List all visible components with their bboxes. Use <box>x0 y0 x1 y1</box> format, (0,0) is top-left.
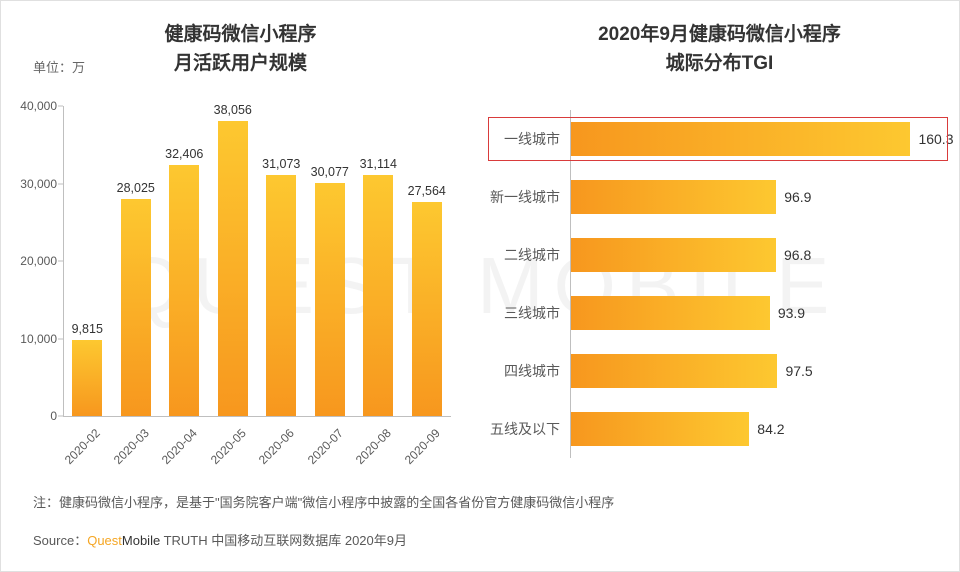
bar-value-label: 38,056 <box>203 103 263 117</box>
x-tick-label: 2020-04 <box>159 426 200 467</box>
hbar-row: 二线城市 96.8 <box>480 226 959 284</box>
source-suffix: TRUTH 中国移动互联网数据库 2020年9月 <box>160 533 407 548</box>
hbar-value-label: 96.9 <box>784 189 811 205</box>
plot-area: 9,81528,02532,40638,05631,07330,07731,11… <box>63 106 451 416</box>
footnote: 注：健康码微信小程序，是基于"国务院客户端"微信小程序中披露的全国各省份官方健康… <box>33 492 614 511</box>
hbar-row: 五线及以下 84.2 <box>480 400 959 458</box>
hbar-track: 93.9 <box>570 287 959 339</box>
x-tick-label: 2020-06 <box>256 426 297 467</box>
bar <box>72 340 102 416</box>
titles-row: 健康码微信小程序 月活跃用户规模 2020年9月健康码微信小程序 城际分布TGI <box>1 1 959 78</box>
x-tick-label: 2020-07 <box>305 426 346 467</box>
hbar-row: 三线城市 93.9 <box>480 284 959 342</box>
hbar-category-label: 二线城市 <box>480 245 570 265</box>
source-brand-1: Quest <box>87 533 122 548</box>
y-tick-label: 0 <box>1 409 57 423</box>
note-prefix: 注： <box>33 495 59 510</box>
bar <box>363 175 393 416</box>
bar-value-label: 9,815 <box>57 322 117 336</box>
bar <box>169 165 199 416</box>
bar-value-label: 27,564 <box>397 184 457 198</box>
unit-label: 单位：万 <box>33 57 85 76</box>
y-tick-label: 10,000 <box>1 332 57 346</box>
hbar-track: 96.9 <box>570 171 959 223</box>
bar <box>412 202 442 416</box>
source-prefix: Source： <box>33 533 87 548</box>
y-tick-label: 40,000 <box>1 99 57 113</box>
source-line: Source：QuestMobile TRUTH 中国移动互联网数据库 2020… <box>33 530 407 549</box>
hbar <box>571 122 910 156</box>
right-title-2: 城际分布TGI <box>480 50 959 79</box>
hbar-category-label: 四线城市 <box>480 361 570 381</box>
bar <box>266 175 296 416</box>
source-brand-2: Mobile <box>122 533 160 548</box>
x-axis <box>63 416 451 417</box>
x-tick-label: 2020-03 <box>111 426 152 467</box>
hbar-track: 97.5 <box>570 345 959 397</box>
hbar-category-label: 五线及以下 <box>480 419 570 439</box>
x-tick-label: 2020-05 <box>208 426 249 467</box>
hbar-row: 新一线城市 96.9 <box>480 168 959 226</box>
x-tick-label: 2020-09 <box>402 426 443 467</box>
hbar-track: 84.2 <box>570 403 959 455</box>
y-tick-label: 20,000 <box>1 254 57 268</box>
hbar-value-label: 84.2 <box>757 421 784 437</box>
y-tick-label: 30,000 <box>1 177 57 191</box>
x-tick-label: 2020-08 <box>353 426 394 467</box>
hbar <box>571 180 776 214</box>
bar-value-label: 31,114 <box>348 157 408 171</box>
content-area: 健康码微信小程序 月活跃用户规模 2020年9月健康码微信小程序 城际分布TGI… <box>1 1 959 476</box>
hbar-value-label: 96.8 <box>784 247 811 263</box>
hbar <box>571 238 776 272</box>
hbar-row: 四线城市 97.5 <box>480 342 959 400</box>
hbar-value-label: 160.3 <box>918 131 953 147</box>
hbar <box>571 354 777 388</box>
hbar-category-label: 新一线城市 <box>480 187 570 207</box>
bar <box>315 183 345 416</box>
right-title-block: 2020年9月健康码微信小程序 城际分布TGI <box>480 21 959 78</box>
hbar-value-label: 97.5 <box>785 363 812 379</box>
note-text: 健康码微信小程序，是基于"国务院客户端"微信小程序中披露的全国各省份官方健康码微… <box>59 495 614 510</box>
hbar-chart: 一线城市 160.3 新一线城市 96.9 二线城市 96.8 三线城市 93.9 四线城市 97… <box>480 96 959 476</box>
bar-chart: 0 10,000 20,000 30,000 40,000 9,815 28,025 32,4… <box>1 96 480 476</box>
hbar-track: 96.8 <box>570 229 959 281</box>
hbar <box>571 412 749 446</box>
bar-value-label: 32,406 <box>154 147 214 161</box>
hbar-row: 一线城市 160.3 <box>480 110 959 168</box>
hbar-category-label: 三线城市 <box>480 303 570 323</box>
hbar <box>571 296 770 330</box>
bar <box>218 121 248 416</box>
bar <box>121 199 151 416</box>
left-title-1: 健康码微信小程序 <box>1 21 480 50</box>
x-tick-label: 2020-02 <box>62 426 103 467</box>
hbar-track: 160.3 <box>570 113 959 165</box>
bar-value-label: 28,025 <box>106 181 166 195</box>
charts-row: 0 10,000 20,000 30,000 40,000 9,815 28,025 32,4… <box>1 96 959 476</box>
right-title-1: 2020年9月健康码微信小程序 <box>480 21 959 50</box>
hbar-category-label: 一线城市 <box>480 129 570 149</box>
hbar-value-label: 93.9 <box>778 305 805 321</box>
